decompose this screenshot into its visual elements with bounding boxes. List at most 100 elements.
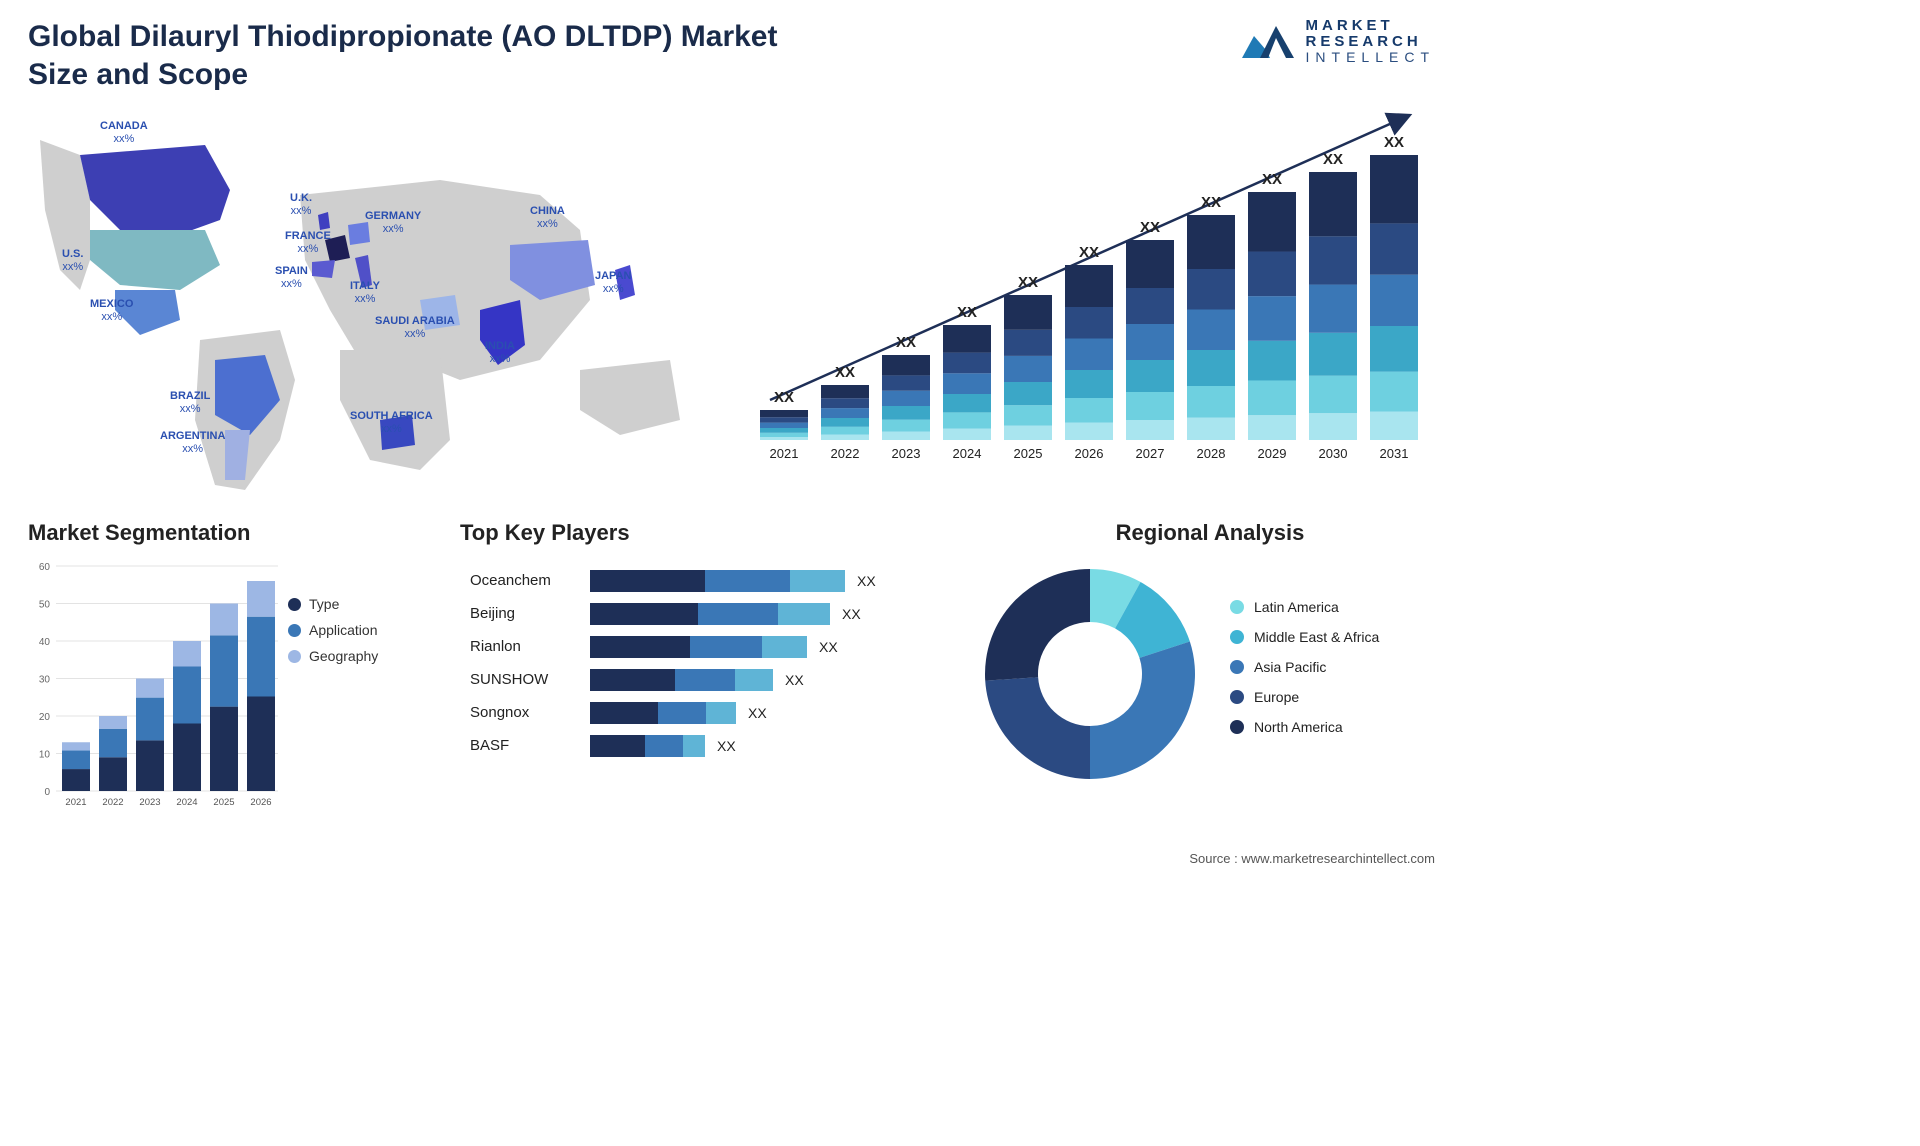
player-bar bbox=[590, 669, 773, 691]
player-value: XX bbox=[785, 672, 804, 688]
player-row-sunshow: SUNSHOW XX bbox=[460, 663, 960, 696]
country-spain bbox=[312, 260, 335, 278]
svg-text:XX: XX bbox=[774, 389, 794, 406]
map-label-japan: JAPANxx% bbox=[595, 270, 631, 295]
svg-text:XX: XX bbox=[1079, 244, 1099, 261]
svg-text:2027: 2027 bbox=[1136, 446, 1165, 461]
player-label: BASF bbox=[460, 737, 590, 754]
donut-slice-asia-pacific bbox=[1090, 642, 1195, 779]
map-label-brazil: BRAZILxx% bbox=[170, 390, 210, 415]
logo-line3: INTELLECT bbox=[1306, 50, 1435, 65]
segmentation-legend: TypeApplicationGeography bbox=[288, 596, 378, 674]
svg-text:XX: XX bbox=[896, 334, 916, 351]
player-bar bbox=[590, 603, 830, 625]
map-label-argentina: ARGENTINAxx% bbox=[160, 430, 225, 455]
regional-legend-middle-east---africa: Middle East & Africa bbox=[1230, 629, 1379, 645]
svg-text:XX: XX bbox=[1262, 171, 1282, 188]
player-value: XX bbox=[748, 705, 767, 721]
svg-text:10: 10 bbox=[39, 750, 51, 761]
regional-legend-latin-america: Latin America bbox=[1230, 599, 1379, 615]
svg-text:0: 0 bbox=[44, 787, 50, 798]
svg-text:2021: 2021 bbox=[65, 797, 86, 808]
segmentation-title: Market Segmentation bbox=[28, 520, 448, 546]
key-players-title: Top Key Players bbox=[460, 520, 960, 546]
player-value: XX bbox=[717, 738, 736, 754]
donut-slice-north-america bbox=[985, 569, 1090, 681]
seg-legend-application: Application bbox=[288, 622, 378, 638]
player-label: SUNSHOW bbox=[460, 671, 590, 688]
country-canada bbox=[80, 145, 230, 238]
player-value: XX bbox=[819, 639, 838, 655]
key-players-section: Top Key Players Oceanchem XX Beijing XX Rian… bbox=[460, 520, 960, 762]
regional-donut bbox=[980, 564, 1200, 784]
svg-text:XX: XX bbox=[1201, 194, 1221, 211]
player-bar bbox=[590, 702, 736, 724]
svg-text:2028: 2028 bbox=[1197, 446, 1226, 461]
map-label-uk: U.K.xx% bbox=[290, 192, 312, 217]
regional-section: Regional Analysis Latin America Middle Ea… bbox=[980, 520, 1440, 784]
map-label-us: U.S.xx% bbox=[62, 248, 83, 273]
svg-text:2024: 2024 bbox=[176, 797, 197, 808]
regional-legend-asia-pacific: Asia Pacific bbox=[1230, 659, 1379, 675]
seg-legend-type: Type bbox=[288, 596, 378, 612]
player-label: Beijing bbox=[460, 605, 590, 622]
svg-text:2026: 2026 bbox=[1075, 446, 1104, 461]
svg-text:2024: 2024 bbox=[953, 446, 982, 461]
svg-text:XX: XX bbox=[1140, 219, 1160, 236]
logo-mark-icon bbox=[1240, 18, 1296, 64]
svg-text:2025: 2025 bbox=[1014, 446, 1043, 461]
logo-line1: MARKET bbox=[1306, 18, 1435, 34]
svg-text:20: 20 bbox=[39, 712, 51, 723]
regional-legend: Latin America Middle East & Africa Asia Pa… bbox=[1230, 599, 1379, 749]
svg-text:2031: 2031 bbox=[1380, 446, 1409, 461]
svg-text:2023: 2023 bbox=[892, 446, 921, 461]
logo-line2: RESEARCH bbox=[1306, 34, 1435, 50]
map-label-france: FRANCExx% bbox=[285, 230, 331, 255]
map-label-india: INDIAxx% bbox=[485, 340, 515, 365]
player-value: XX bbox=[842, 606, 861, 622]
player-row-beijing: Beijing XX bbox=[460, 597, 960, 630]
svg-text:2030: 2030 bbox=[1319, 446, 1348, 461]
player-bar bbox=[590, 735, 705, 757]
brand-logo: MARKET RESEARCH INTELLECT bbox=[1240, 18, 1435, 64]
world-map: CANADAxx% U.S.xx% MEXICOxx% BRAZILxx% ARGENT… bbox=[20, 100, 700, 500]
map-label-saudiarabia: SAUDI ARABIAxx% bbox=[375, 315, 455, 340]
market-size-chart: XX 2021 XX 2022 XX 2023 XX 2024 XX 2025 XX 2026 XX 20… bbox=[740, 100, 1430, 465]
country-uk bbox=[318, 212, 330, 230]
map-label-spain: SPAINxx% bbox=[275, 265, 308, 290]
map-label-canada: CANADAxx% bbox=[100, 120, 148, 145]
svg-text:2021: 2021 bbox=[770, 446, 799, 461]
player-row-oceanchem: Oceanchem XX bbox=[460, 564, 960, 597]
svg-text:2026: 2026 bbox=[250, 797, 271, 808]
svg-text:XX: XX bbox=[1384, 134, 1404, 151]
map-label-italy: ITALYxx% bbox=[350, 280, 380, 305]
country-usa bbox=[90, 230, 220, 290]
regional-legend-north-america: North America bbox=[1230, 719, 1379, 735]
player-bar bbox=[590, 636, 807, 658]
player-value: XX bbox=[857, 573, 876, 589]
svg-text:2022: 2022 bbox=[831, 446, 860, 461]
player-bar bbox=[590, 570, 845, 592]
player-label: Rianlon bbox=[460, 638, 590, 655]
map-label-china: CHINAxx% bbox=[530, 205, 565, 230]
player-label: Oceanchem bbox=[460, 572, 590, 589]
svg-text:60: 60 bbox=[39, 562, 51, 573]
svg-text:50: 50 bbox=[39, 600, 51, 611]
map-label-mexico: MEXICOxx% bbox=[90, 298, 133, 323]
regional-legend-europe: Europe bbox=[1230, 689, 1379, 705]
player-row-songnox: Songnox XX bbox=[460, 696, 960, 729]
svg-text:40: 40 bbox=[39, 637, 51, 648]
svg-text:XX: XX bbox=[1323, 151, 1343, 168]
player-label: Songnox bbox=[460, 704, 590, 721]
logo-text: MARKET RESEARCH INTELLECT bbox=[1306, 18, 1435, 64]
segmentation-section: Market Segmentation 0 10 20 30 40 50 60 2021 202… bbox=[28, 520, 448, 813]
source-attribution: Source : www.marketresearchintellect.com bbox=[1189, 851, 1435, 866]
map-label-southafrica: SOUTH AFRICAxx% bbox=[350, 410, 433, 435]
svg-text:XX: XX bbox=[835, 364, 855, 381]
svg-text:30: 30 bbox=[39, 675, 51, 686]
svg-text:XX: XX bbox=[1018, 274, 1038, 291]
svg-text:2025: 2025 bbox=[213, 797, 234, 808]
svg-text:2029: 2029 bbox=[1258, 446, 1287, 461]
page-title: Global Dilauryl Thiodipropionate (AO DLT… bbox=[28, 18, 828, 93]
regional-title: Regional Analysis bbox=[980, 520, 1440, 546]
